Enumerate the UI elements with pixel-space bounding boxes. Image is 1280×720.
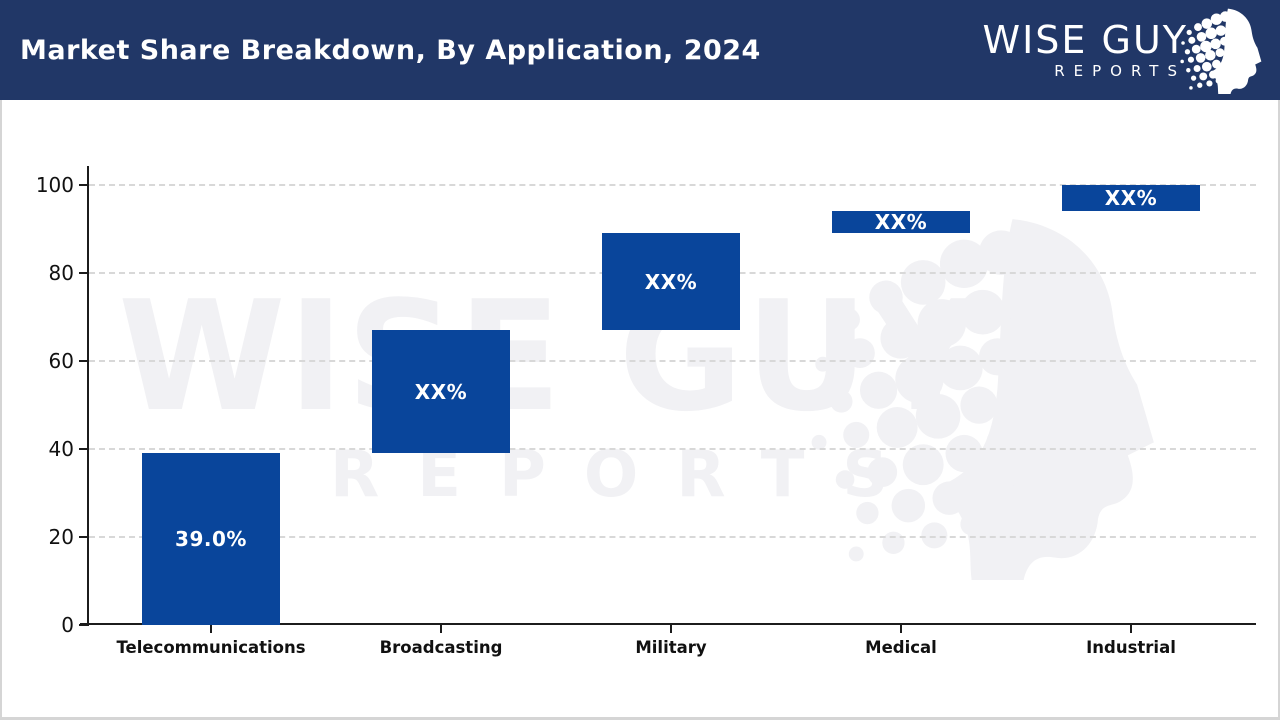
- y-tick-label-100: 100: [35, 173, 74, 197]
- x-tick-military: [670, 625, 672, 633]
- brand-name: WISE GUY: [982, 18, 1188, 62]
- y-tick-0: [79, 624, 88, 626]
- gridline-60: [89, 360, 1256, 362]
- bar-telecommunications: 39.0%: [142, 453, 280, 625]
- category-label-medical: Medical: [865, 638, 937, 657]
- y-tick-label-40: 40: [48, 437, 74, 461]
- y-tick-label-60: 60: [48, 349, 74, 373]
- x-tick-telecommunications: [210, 625, 212, 633]
- y-tick-60: [79, 360, 88, 362]
- x-tick-broadcasting: [440, 625, 442, 633]
- plot: WISE GUY REPORTS 0 20 40 60 80 100 39.0% Teleco…: [0, 100, 1280, 717]
- brand-text: WISE GUY REPORTS: [983, 20, 1188, 80]
- category-label-telecommunications: Telecommunications: [116, 638, 306, 657]
- bar-value-label-military: XX%: [644, 269, 698, 294]
- y-tick-label-0: 0: [61, 613, 74, 637]
- category-label-industrial: Industrial: [1086, 638, 1176, 657]
- category-label-broadcasting: Broadcasting: [379, 638, 503, 657]
- brand-subtitle: REPORTS: [1054, 62, 1186, 80]
- y-tick-label-80: 80: [48, 261, 74, 285]
- y-axis: [87, 166, 89, 626]
- x-axis: [80, 623, 1256, 625]
- x-tick-industrial: [1130, 625, 1132, 633]
- gridline-100: [89, 184, 1256, 186]
- watermark-head-icon: [811, 219, 1154, 580]
- y-tick-100: [79, 184, 88, 186]
- bar-value-label-telecommunications: 39.0%: [175, 527, 247, 552]
- header: Market Share Breakdown, By Application, …: [0, 0, 1280, 100]
- category-label-military: Military: [635, 638, 707, 657]
- bar-value-label-industrial: XX%: [1104, 186, 1158, 211]
- y-tick-40: [79, 448, 88, 450]
- bar-value-label-medical: XX%: [874, 210, 928, 235]
- gridline-20: [89, 536, 1256, 538]
- y-tick-20: [79, 536, 88, 538]
- x-tick-medical: [900, 625, 902, 633]
- bar-value-label-broadcasting: XX%: [414, 379, 468, 404]
- bar-military: XX%: [602, 233, 740, 331]
- y-tick-80: [79, 272, 88, 274]
- gridline-40: [89, 448, 1256, 450]
- bar-industrial: XX%: [1062, 185, 1200, 212]
- bar-broadcasting: XX%: [372, 330, 510, 454]
- y-tick-label-20: 20: [48, 525, 74, 549]
- chart-area: WISE GUY REPORTS 0 20 40 60 80 100 39.0% Teleco…: [0, 100, 1280, 720]
- watermark-text: WISE GUY: [118, 268, 983, 445]
- bar-medical: XX%: [832, 210, 970, 235]
- brand-logo: WISE GUY REPORTS: [983, 6, 1266, 94]
- page-title: Market Share Breakdown, By Application, …: [20, 34, 761, 66]
